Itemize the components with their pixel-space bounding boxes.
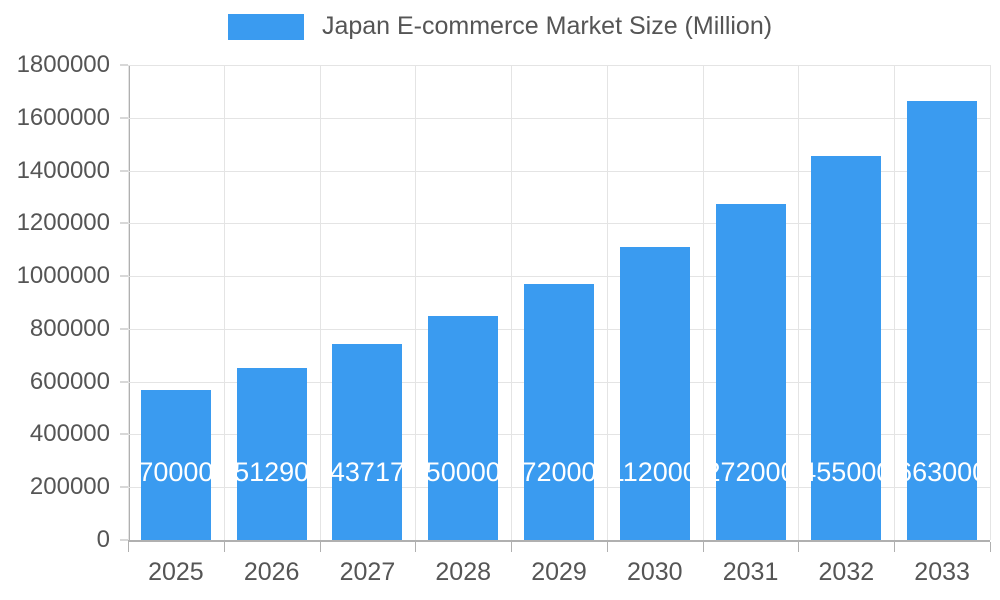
x-axis-tick-mark bbox=[703, 542, 704, 552]
y-axis-tick-label: 1800000 bbox=[16, 51, 110, 78]
y-axis-tick-label: 1000000 bbox=[16, 262, 110, 290]
bar-value-label: 14550000 bbox=[811, 456, 881, 487]
chart-legend: Japan E-commerce Market Size (Million) bbox=[0, 12, 1000, 41]
plot-area: 5700000 6512900 7437170 8500000 9720000 11120… bbox=[128, 65, 991, 542]
y-axis-tick-mark bbox=[120, 222, 128, 224]
y-axis-tick-mark bbox=[120, 539, 128, 541]
x-axis-tick-label: 2033 bbox=[914, 558, 970, 586]
x-axis-tick-label: 2026 bbox=[243, 558, 300, 586]
x-axis-tick-mark bbox=[511, 542, 512, 552]
gridline-x-5 bbox=[607, 65, 608, 540]
bar-2032[interactable]: 14550000 bbox=[811, 156, 882, 540]
legend-item-japan-ecommerce[interactable]: Japan E-commerce Market Size (Million) bbox=[227, 12, 773, 41]
bar-value-label: 5700000 bbox=[140, 456, 211, 487]
y-axis-tick-label: 1400000 bbox=[16, 156, 110, 184]
y-axis-tick-mark bbox=[120, 433, 128, 435]
x-axis-tick-label: 2030 bbox=[626, 558, 683, 586]
y-axis-line bbox=[128, 65, 130, 542]
y-axis-tick-label: 600000 bbox=[29, 367, 110, 395]
x-axis-tick-mark bbox=[415, 542, 416, 552]
x-axis-tick-label: 2029 bbox=[531, 558, 587, 586]
x-axis-tick-mark bbox=[607, 542, 608, 552]
bar-2030[interactable]: 11120000 bbox=[619, 246, 690, 540]
gridline-x-6 bbox=[703, 65, 704, 540]
bar-2029[interactable]: 9720000 bbox=[524, 283, 594, 540]
bar-2025[interactable]: 5700000 bbox=[140, 389, 211, 540]
bar-2026[interactable]: 6512900 bbox=[236, 368, 307, 540]
bar-2033[interactable]: 16630000 bbox=[907, 101, 978, 540]
y-axis-tick-mark bbox=[120, 486, 128, 488]
gridline-x-7 bbox=[798, 65, 799, 540]
x-axis-tick-label: 2028 bbox=[435, 558, 492, 586]
y-axis-tick-mark bbox=[120, 328, 128, 330]
y-axis-tick-mark bbox=[120, 381, 128, 383]
x-axis-tick-mark bbox=[798, 542, 799, 552]
bar-value-label: 11120000 bbox=[620, 456, 690, 487]
y-axis-tick-label: 1200000 bbox=[16, 209, 110, 237]
x-axis-tick-label: 2025 bbox=[148, 558, 204, 586]
y-axis-tick-label: 0 bbox=[96, 526, 110, 553]
y-axis-tick-mark bbox=[120, 117, 128, 119]
y-axis-tick-label: 1600000 bbox=[16, 103, 110, 131]
bar-2027[interactable]: 7437170 bbox=[332, 343, 403, 540]
gridline-y-1600000 bbox=[128, 117, 990, 119]
y-axis-tick-mark bbox=[120, 275, 128, 277]
gridline-y-1800000 bbox=[128, 65, 990, 66]
x-axis-tick-label: 2032 bbox=[818, 558, 875, 586]
y-axis-tick-label: 800000 bbox=[29, 314, 110, 342]
y-axis-tick-mark bbox=[120, 64, 128, 66]
bar-value-label: 16630000 bbox=[907, 456, 977, 487]
bar-value-label: 8500000 bbox=[428, 456, 499, 487]
x-axis-tick-mark bbox=[990, 542, 991, 552]
gridline-x-4 bbox=[511, 65, 512, 540]
gridline-x-8 bbox=[894, 65, 895, 540]
x-axis-tick-label: 2027 bbox=[339, 558, 396, 586]
x-axis-tick-label: 2031 bbox=[722, 558, 779, 586]
gridline-x-9 bbox=[990, 65, 991, 540]
y-axis-tick-mark bbox=[120, 170, 128, 172]
bar-value-label: 9720000 bbox=[524, 457, 594, 487]
legend-swatch-icon bbox=[227, 13, 304, 40]
bar-value-label: 6512900 bbox=[236, 456, 307, 487]
y-axis-tick-label: 400000 bbox=[29, 420, 110, 448]
x-axis-tick-mark bbox=[320, 542, 321, 552]
bar-value-label: 7437170 bbox=[332, 456, 403, 487]
bar-value-label: 12720000 bbox=[716, 456, 786, 487]
bar-2028[interactable]: 8500000 bbox=[428, 315, 499, 540]
x-axis-tick-mark bbox=[224, 542, 225, 552]
gridline-x-3 bbox=[415, 65, 416, 540]
gridline-x-0 bbox=[128, 65, 129, 540]
y-axis-tick-label: 200000 bbox=[29, 473, 110, 501]
gridline-x-1 bbox=[224, 65, 225, 540]
bar-2031[interactable]: 12720000 bbox=[715, 204, 786, 540]
legend-label: Japan E-commerce Market Size (Million) bbox=[321, 12, 773, 40]
gridline-y-0 bbox=[128, 540, 990, 542]
x-axis-tick-mark bbox=[128, 542, 129, 552]
x-axis-tick-mark bbox=[894, 542, 895, 552]
gridline-x-2 bbox=[320, 65, 321, 540]
